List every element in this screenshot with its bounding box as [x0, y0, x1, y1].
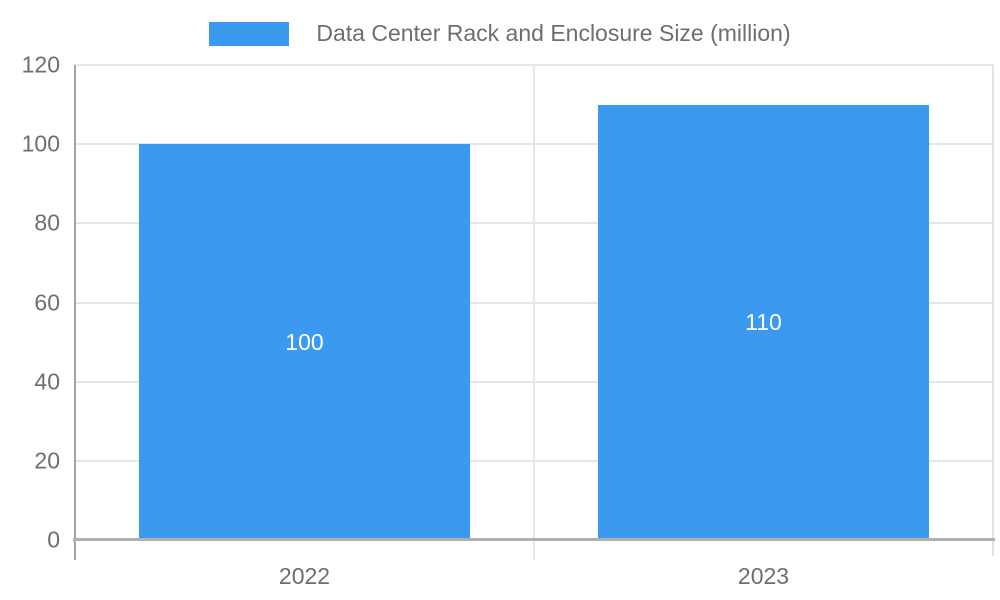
x-axis-baseline: [73, 538, 995, 541]
plot-area: 0 20 40 60 80 100 120 100 2022 110 2023: [22, 52, 995, 589]
bar-value-label-2022: 100: [285, 328, 324, 355]
legend-swatch: [209, 21, 290, 46]
bar-value-label-2023: 110: [745, 308, 782, 335]
x-tick-label-2022: 2022: [278, 563, 331, 589]
category-cell-2022: 100 2022: [75, 65, 534, 589]
bar-2023: 110: [598, 104, 929, 540]
category-divider-line: [533, 65, 535, 560]
y-tick-label-40: 40: [34, 368, 60, 395]
y-tick-label-60: 60: [34, 289, 60, 315]
chart-legend: Data Center Rack and Enclosure Size (mil…: [0, 20, 1000, 47]
plot-right-border: [992, 65, 994, 556]
y-axis-labels: 0 20 40 60 80 100 120: [22, 52, 993, 553]
y-tick-label-120: 120: [21, 51, 60, 78]
y-tick-label-0: 0: [47, 526, 60, 553]
category-cell-2023: 110 2023: [534, 65, 993, 589]
y-axis-line: [74, 65, 76, 560]
bar-cells: 100 2022 110 2023: [75, 65, 993, 589]
x-tick-label-2023: 2023: [737, 563, 790, 589]
y-tick-label-100: 100: [21, 130, 60, 157]
y-tick-label-80: 80: [34, 209, 60, 236]
y-tick-label-20: 20: [34, 447, 60, 474]
bar-2022: 100: [139, 144, 470, 540]
legend-label: Data Center Rack and Enclosure Size (mil…: [316, 20, 791, 46]
